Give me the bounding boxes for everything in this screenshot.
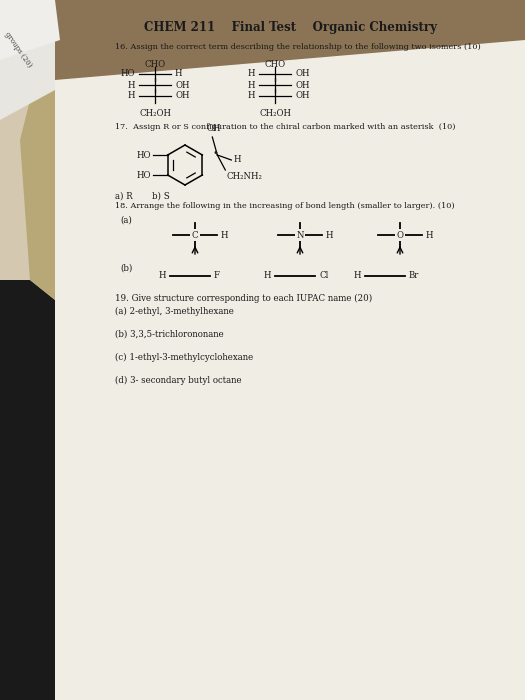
Polygon shape [20,60,55,300]
Text: H: H [247,92,255,101]
Text: 17.  Assign R or S configuration to the chiral carbon marked with an asterisk  (: 17. Assign R or S configuration to the c… [115,123,456,131]
Text: Br: Br [409,272,419,281]
Text: C: C [192,230,198,239]
Text: CH₂OH: CH₂OH [139,109,171,118]
Text: H: H [128,92,135,101]
Polygon shape [0,280,55,700]
Text: H: H [128,80,135,90]
Text: Cl: Cl [319,272,328,281]
Text: (b) 3,3,5-trichlorononane: (b) 3,3,5-trichlorononane [115,330,224,339]
Text: OH: OH [175,80,190,90]
Text: groups (20): groups (20) [3,31,33,69]
Text: 19. Give structure corresponding to each IUPAC name (20): 19. Give structure corresponding to each… [115,294,372,303]
Text: 18. Arrange the following in the increasing of bond length (smaller to larger). : 18. Arrange the following in the increas… [115,202,455,210]
Text: F: F [214,272,220,281]
Text: (a): (a) [120,216,132,225]
Text: H: H [247,69,255,78]
Polygon shape [0,0,60,60]
Text: H: H [426,230,434,239]
Text: OH: OH [295,80,310,90]
Text: OH: OH [206,124,220,133]
Text: CHEM 211    Final Test    Organic Chemistry: CHEM 211 Final Test Organic Chemistry [143,22,436,34]
Text: N: N [296,230,304,239]
Text: H: H [233,155,241,164]
Text: CH₂OH: CH₂OH [259,109,291,118]
Text: CH₂NH₂: CH₂NH₂ [226,172,262,181]
Text: HO: HO [121,69,135,78]
Text: (c) 1-ethyl-3-methylcyclohexane: (c) 1-ethyl-3-methylcyclohexane [115,353,253,362]
Text: H: H [175,69,183,78]
Text: H: H [326,230,333,239]
Polygon shape [0,0,55,120]
Text: •: • [213,148,218,158]
Text: CHO: CHO [265,60,286,69]
FancyBboxPatch shape [55,0,525,700]
Text: OH: OH [175,92,190,101]
Text: H: H [221,230,228,239]
Text: CHO: CHO [144,60,165,69]
Text: (b): (b) [120,264,132,273]
Text: 16. Assign the correct term describing the relationship to the following two iso: 16. Assign the correct term describing t… [115,43,481,51]
Text: a) R       b) S: a) R b) S [115,192,170,201]
Text: OH: OH [295,69,310,78]
Text: H: H [353,272,361,281]
Text: HO: HO [136,150,151,160]
Text: (a) 2-ethyl, 3-methylhexane: (a) 2-ethyl, 3-methylhexane [115,307,234,316]
Text: O: O [396,230,404,239]
Text: H: H [247,80,255,90]
Text: H: H [264,272,271,281]
Text: (d) 3- secondary butyl octane: (d) 3- secondary butyl octane [115,376,242,385]
Polygon shape [55,0,525,80]
Text: HO: HO [136,171,151,179]
Text: OH: OH [295,92,310,101]
Text: H: H [159,272,166,281]
